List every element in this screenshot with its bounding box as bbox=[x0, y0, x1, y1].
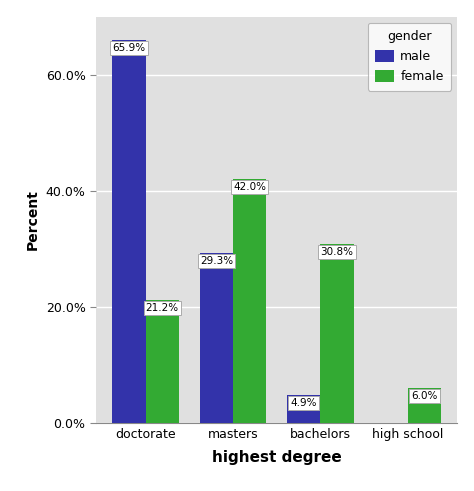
Text: 6.0%: 6.0% bbox=[411, 391, 438, 401]
Text: 30.8%: 30.8% bbox=[320, 247, 354, 257]
Text: 65.9%: 65.9% bbox=[112, 43, 146, 54]
Text: 21.2%: 21.2% bbox=[146, 303, 179, 313]
Text: 42.0%: 42.0% bbox=[233, 182, 266, 192]
Bar bbox=[287, 395, 320, 423]
Text: 4.9%: 4.9% bbox=[291, 398, 317, 408]
Bar bbox=[112, 40, 146, 423]
Bar bbox=[233, 179, 266, 423]
Text: 29.3%: 29.3% bbox=[200, 256, 233, 266]
Bar bbox=[408, 388, 441, 423]
Bar bbox=[320, 245, 354, 423]
Bar bbox=[200, 253, 233, 423]
Y-axis label: Percent: Percent bbox=[26, 190, 40, 250]
X-axis label: highest degree: highest degree bbox=[212, 450, 342, 464]
Bar bbox=[146, 300, 179, 423]
Legend: male, female: male, female bbox=[368, 23, 451, 91]
